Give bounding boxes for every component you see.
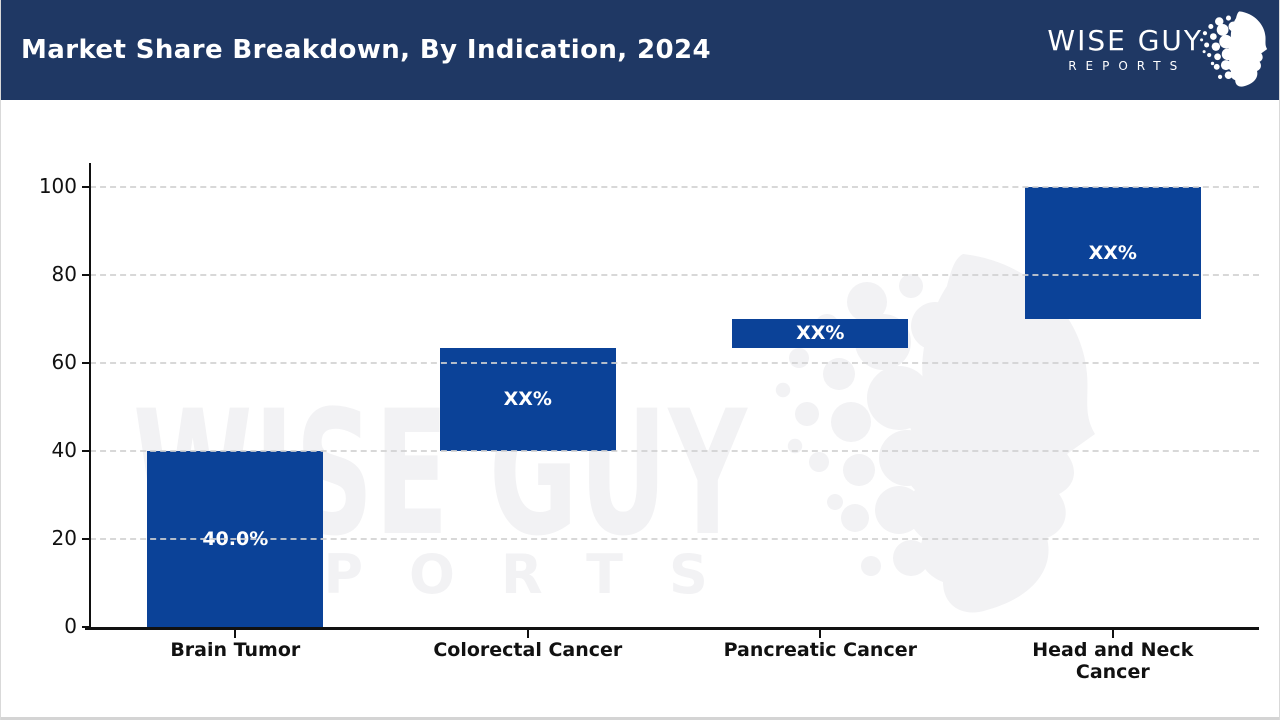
x-category-label: Head and Neck Cancer <box>1032 639 1194 683</box>
y-tick <box>82 626 90 628</box>
gridline-y100 <box>90 186 1259 188</box>
y-axis-line <box>89 163 91 629</box>
gridline-y40 <box>90 450 1259 452</box>
chart-title: Market Share Breakdown, By Indication, 2… <box>21 35 711 65</box>
x-axis-line <box>85 627 1259 630</box>
y-tick <box>82 538 90 540</box>
gridline-y60 <box>90 362 1259 364</box>
x-tick <box>1111 630 1114 638</box>
bar-colorectal-cancer: XX% <box>439 347 616 451</box>
y-tick-label: 20 <box>51 526 77 550</box>
y-tick <box>82 450 90 452</box>
x-tick <box>526 630 529 638</box>
y-tick <box>82 186 90 188</box>
gridline-y80 <box>90 274 1259 276</box>
wise-guy-reports-logo: WISE GUY REPORTS <box>1047 6 1273 94</box>
header-bar: Market Share Breakdown, By Indication, 2… <box>1 0 1279 100</box>
logo-wordmark: WISE GUY <box>1047 24 1203 57</box>
bar-pancreatic-cancer: XX% <box>732 319 909 348</box>
x-category-label: Colorectal Cancer <box>433 639 623 661</box>
y-tick <box>82 362 90 364</box>
logo-text: WISE GUY REPORTS <box>1047 24 1203 74</box>
y-tick-label: 0 <box>64 614 77 638</box>
y-tick-label: 60 <box>51 350 77 374</box>
y-tick <box>82 274 90 276</box>
logo-subtitle: REPORTS <box>1068 59 1187 73</box>
page-bottom-border <box>1 717 1279 720</box>
y-tick-label: 80 <box>51 262 77 286</box>
x-tick <box>819 630 822 638</box>
y-tick-label: 100 <box>38 174 77 198</box>
y-tick-label: 40 <box>51 438 77 462</box>
x-tick <box>234 630 237 638</box>
bar-head-and-neck-cancer: XX% <box>1024 187 1201 319</box>
x-category-label: Brain Tumor <box>170 639 301 661</box>
bar-value-label: XX% <box>1088 242 1137 264</box>
x-category-label: Pancreatic Cancer <box>723 639 917 661</box>
bar-value-label: XX% <box>503 388 552 411</box>
gridline-y20 <box>90 538 1259 540</box>
bar-value-label: XX% <box>796 322 845 345</box>
waterfall-chart: WISE GUY REPORTS 0 20 40 60 80 100 40.0% Brain … <box>1 100 1279 720</box>
